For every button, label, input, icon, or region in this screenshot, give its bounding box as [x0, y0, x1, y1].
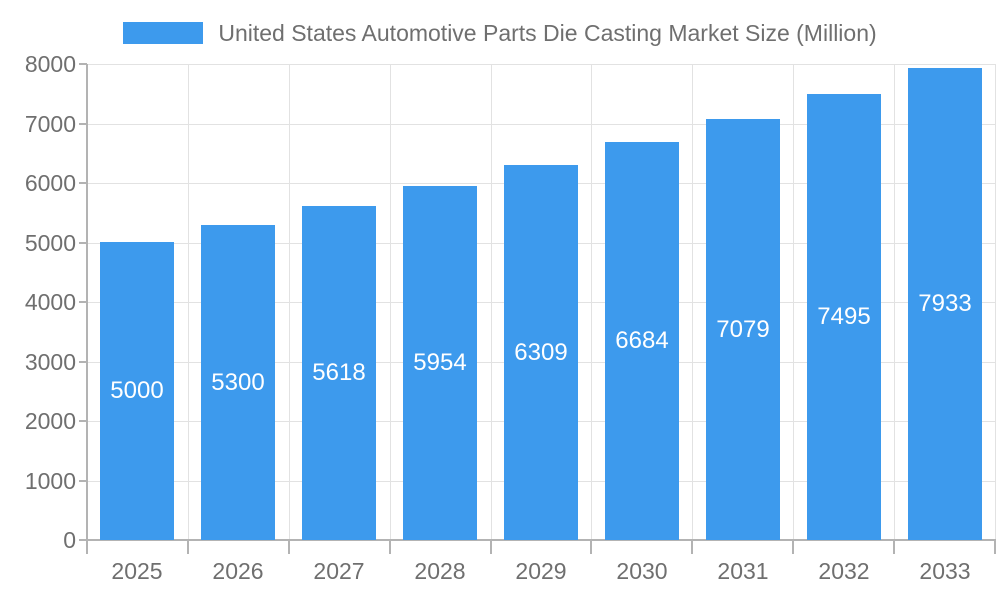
y-axis-tick	[79, 182, 87, 184]
x-axis-tick-label: 2026	[212, 558, 264, 584]
x-axis-tick-label: 2028	[414, 558, 466, 584]
chart-legend[interactable]: United States Automotive Parts Die Casti…	[0, 20, 1000, 46]
x-axis-tick-label: 2027	[313, 558, 365, 584]
y-axis-tick	[79, 63, 87, 65]
bar-2031[interactable]: 7079	[706, 119, 780, 540]
y-axis-tick-label: 6000	[24, 170, 76, 196]
bar-2027[interactable]: 5618	[302, 206, 376, 540]
gridline-vertical	[289, 64, 290, 540]
y-axis-tick-label: 8000	[24, 51, 76, 77]
y-axis-tick	[79, 420, 87, 422]
bar-value-label: 5000	[110, 377, 164, 404]
bar-2025[interactable]: 5000	[100, 242, 174, 540]
x-axis-tick-label: 2033	[919, 558, 971, 584]
x-axis-tick	[187, 540, 189, 554]
x-axis-tick	[86, 540, 88, 554]
legend-swatch	[123, 22, 204, 44]
y-axis-tick	[79, 301, 87, 303]
bar-value-label: 6684	[615, 327, 669, 354]
y-axis-line	[86, 64, 88, 542]
x-axis-tick	[490, 540, 492, 554]
bar-value-label: 7933	[918, 290, 972, 317]
gridline-horizontal	[87, 124, 995, 125]
x-axis-line	[86, 539, 996, 541]
bar-2028[interactable]: 5954	[403, 186, 477, 540]
gridline-vertical	[995, 64, 996, 540]
y-axis-tick	[79, 539, 87, 541]
x-axis-tick-label: 2031	[717, 558, 769, 584]
gridline-vertical	[591, 64, 592, 540]
gridline-vertical	[894, 64, 895, 540]
bar-2032[interactable]: 7495	[807, 94, 881, 540]
bar-value-label: 7079	[716, 315, 770, 343]
y-axis-tick	[79, 123, 87, 125]
gridline-vertical	[188, 64, 189, 540]
x-axis-tick	[691, 540, 693, 554]
bar-2026[interactable]: 5300	[201, 225, 275, 540]
legend-label: United States Automotive Parts Die Casti…	[218, 20, 877, 46]
y-axis-tick-label: 7000	[24, 111, 76, 137]
gridline-vertical	[491, 64, 492, 540]
y-axis-tick-label: 1000	[24, 468, 76, 494]
x-axis-tick-label: 2032	[818, 558, 870, 584]
bar-value-label: 5954	[413, 349, 467, 376]
y-axis-tick-label: 4000	[24, 289, 76, 315]
y-axis-tick	[79, 480, 87, 482]
gridline-vertical	[692, 64, 693, 540]
bar-2033[interactable]: 7933	[908, 68, 982, 540]
x-axis-tick	[288, 540, 290, 554]
x-axis-tick-label: 2025	[111, 558, 163, 584]
gridline-horizontal	[87, 64, 995, 65]
bar-value-label: 5618	[312, 359, 366, 386]
y-axis-tick	[79, 242, 87, 244]
x-axis-tick	[893, 540, 895, 554]
y-axis-tick-label: 5000	[24, 230, 76, 256]
x-axis-tick	[590, 540, 592, 554]
y-axis-tick-label: 3000	[24, 349, 76, 375]
x-axis-tick-label: 2030	[616, 558, 668, 584]
bar-2030[interactable]: 6684	[605, 142, 679, 540]
bar-2029[interactable]: 6309	[504, 165, 578, 540]
gridline-vertical	[793, 64, 794, 540]
x-axis-tick-label: 2029	[515, 558, 567, 584]
y-axis-tick-label: 2000	[24, 408, 76, 434]
x-axis-tick	[792, 540, 794, 554]
bar-value-label: 6309	[514, 338, 568, 366]
y-axis-tick	[79, 361, 87, 363]
x-axis-tick	[994, 540, 996, 554]
bar-value-label: 7495	[817, 303, 871, 330]
x-axis-tick	[389, 540, 391, 554]
y-axis-tick-label: 0	[63, 527, 76, 553]
bar-value-label: 5300	[211, 368, 265, 396]
gridline-vertical	[390, 64, 391, 540]
